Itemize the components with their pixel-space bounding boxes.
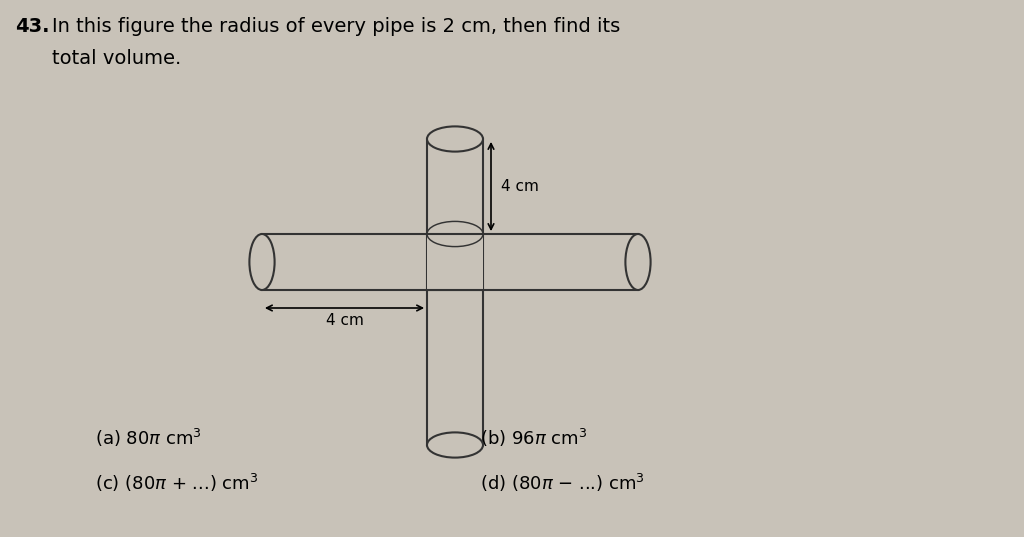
Text: 43.: 43. [15,17,49,36]
Ellipse shape [250,234,274,290]
Ellipse shape [626,234,650,290]
Ellipse shape [427,221,483,246]
Text: (c) (80$\pi$ + ...) cm$^3$: (c) (80$\pi$ + ...) cm$^3$ [95,472,258,494]
Bar [427,290,483,445]
Text: total volume.: total volume. [52,49,181,68]
Bar [427,139,483,234]
Ellipse shape [427,432,483,458]
Text: In this figure the radius of every pipe is 2 cm, then find its: In this figure the radius of every pipe … [52,17,621,36]
Bar [483,234,638,290]
Bar [262,234,427,290]
Bar [427,234,483,290]
Text: (a) 80$\pi$ cm$^3$: (a) 80$\pi$ cm$^3$ [95,427,202,449]
Text: (d) (80$\pi$ $-$ ...) cm$^3$: (d) (80$\pi$ $-$ ...) cm$^3$ [480,472,645,494]
Text: 4 cm: 4 cm [501,179,539,194]
Text: (b) 96$\pi$ cm$^3$: (b) 96$\pi$ cm$^3$ [480,427,587,449]
Ellipse shape [427,126,483,151]
Text: 4 cm: 4 cm [326,313,364,328]
